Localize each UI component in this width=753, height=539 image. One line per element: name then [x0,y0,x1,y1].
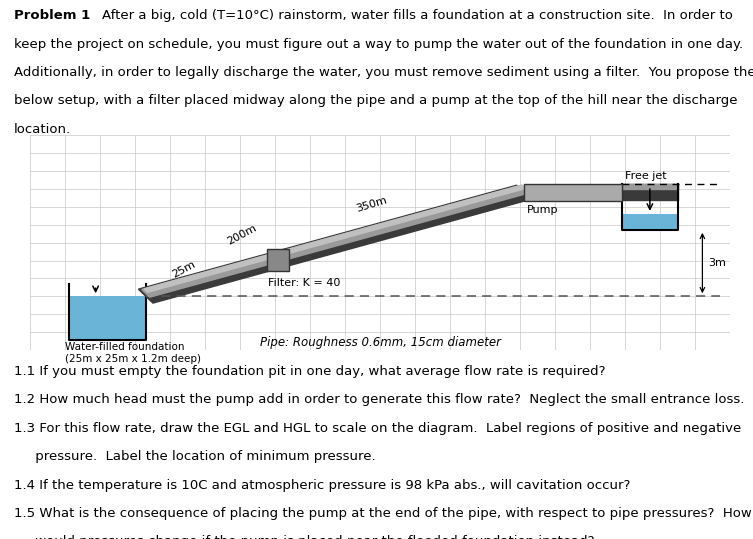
Text: 25m: 25m [170,259,197,280]
Text: keep the project on schedule, you must figure out a way to pump the water out of: keep the project on schedule, you must f… [14,38,742,51]
Text: Pump: Pump [527,205,559,215]
Text: 1.5 What is the consequence of placing the pump at the end of the pipe, with res: 1.5 What is the consequence of placing t… [14,507,751,520]
Text: below setup, with a filter placed midway along the pipe and a pump at the top of: below setup, with a filter placed midway… [14,94,737,107]
Text: After a big, cold (T=10°C) rainstorm, water fills a foundation at a construction: After a big, cold (T=10°C) rainstorm, wa… [102,9,733,22]
Text: 1.1 If you must empty the foundation pit in one day, what average flow rate is r: 1.1 If you must empty the foundation pit… [14,365,605,378]
Text: Water-filled foundation
(25m x 25m x 1.2m deep): Water-filled foundation (25m x 25m x 1.2… [65,342,201,364]
Text: 1.2 How much head must the pump add in order to generate this flow rate?  Neglec: 1.2 How much head must the pump add in o… [14,393,744,406]
Bar [524,184,622,201]
Text: Problem 1: Problem 1 [14,9,90,22]
Text: Additionally, in order to legally discharge the water, you must remove sediment : Additionally, in order to legally discha… [14,66,753,79]
Text: 1.3 For this flow rate, draw the EGL and HGL to scale on the diagram.  Label reg: 1.3 For this flow rate, draw the EGL and… [14,421,741,435]
Text: 1.4 If the temperature is 10C and atmospheric pressure is 98 kPa abs., will cavi: 1.4 If the temperature is 10C and atmosp… [14,479,630,492]
Text: 350m: 350m [355,195,389,213]
Bar [69,296,145,340]
Text: would pressures change if the pump is placed near the flooded foundation instead: would pressures change if the pump is pl… [14,535,594,539]
Text: Filter: K = 40: Filter: K = 40 [267,279,340,288]
Text: Free jet: Free jet [625,171,667,182]
Bar [267,249,289,271]
Text: location.: location. [14,123,71,136]
Polygon shape [144,185,526,292]
Text: pressure.  Label the location of minimum pressure.: pressure. Label the location of minimum … [14,450,375,463]
Polygon shape [139,185,531,303]
Polygon shape [142,185,528,297]
Text: Pipe: Roughness 0.6mm, 15cm diameter: Pipe: Roughness 0.6mm, 15cm diameter [260,336,501,349]
Text: 3m: 3m [708,258,726,268]
Bar [622,214,678,230]
Text: 200m: 200m [225,223,258,247]
